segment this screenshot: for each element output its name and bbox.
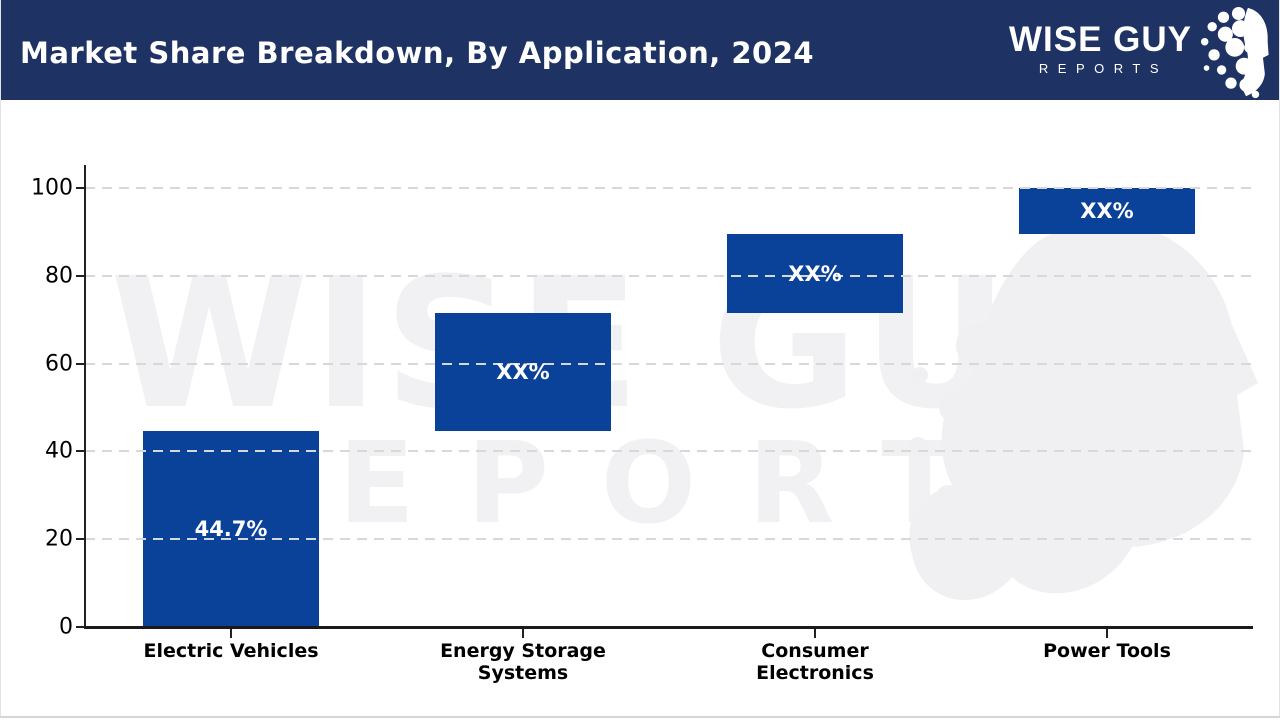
y-tick-label: 80: [45, 263, 73, 289]
y-tick: [76, 538, 85, 541]
gridline-60: [85, 362, 1253, 365]
gridline-40: [85, 450, 1253, 453]
y-tick: [76, 362, 85, 365]
bottom-divider: [0, 716, 1280, 718]
x-tick-label: Consumer Electronics: [756, 640, 874, 684]
gridline-80: [85, 274, 1253, 277]
y-tick: [76, 450, 85, 453]
bar-electric-vehicles: [143, 430, 319, 627]
bar-value-label: 44.7%: [194, 516, 268, 541]
x-axis-line: [85, 626, 1253, 629]
y-tick-label: 60: [45, 351, 73, 377]
bar-consumer-electronics: [727, 234, 903, 314]
brand-subtitle: REPORTS: [1038, 61, 1169, 76]
x-tick: [230, 629, 232, 638]
gridline-100: [85, 187, 1253, 189]
bar-energy-storage-systems: [435, 313, 611, 431]
brand-name: WISE GUY: [1008, 20, 1192, 59]
y-tick: [76, 187, 85, 189]
y-tick-label: 20: [45, 526, 73, 552]
y-tick-label: 0: [59, 614, 73, 640]
x-tick: [814, 629, 816, 638]
x-tick: [1106, 629, 1108, 638]
logo-head-icon: [1200, 6, 1269, 99]
x-tick-label: Power Tools: [1043, 640, 1171, 662]
y-tick-label: 40: [45, 438, 73, 464]
gridline-20: [85, 538, 1253, 541]
y-tick-label: 100: [31, 175, 73, 201]
chart-title: Market Share Breakdown, By Application, …: [20, 36, 815, 70]
y-tick: [76, 274, 85, 277]
x-tick-label: Energy Storage Systems: [440, 640, 606, 684]
bar-value-label: XX%: [1080, 199, 1134, 224]
bar-value-label: XX%: [788, 261, 842, 286]
header-bar: Market Share Breakdown, By Application, …: [0, 0, 1280, 100]
y-axis-line: [84, 165, 86, 629]
y-tick: [76, 626, 85, 628]
bar-value-label: XX%: [496, 359, 550, 384]
x-tick-label: Electric Vehicles: [143, 640, 319, 662]
x-tick: [522, 629, 524, 638]
brand-logo-text: WISE GUY REPORTS: [1009, 22, 1192, 76]
brand-logo: WISE GUY REPORTS: [1004, 4, 1272, 99]
